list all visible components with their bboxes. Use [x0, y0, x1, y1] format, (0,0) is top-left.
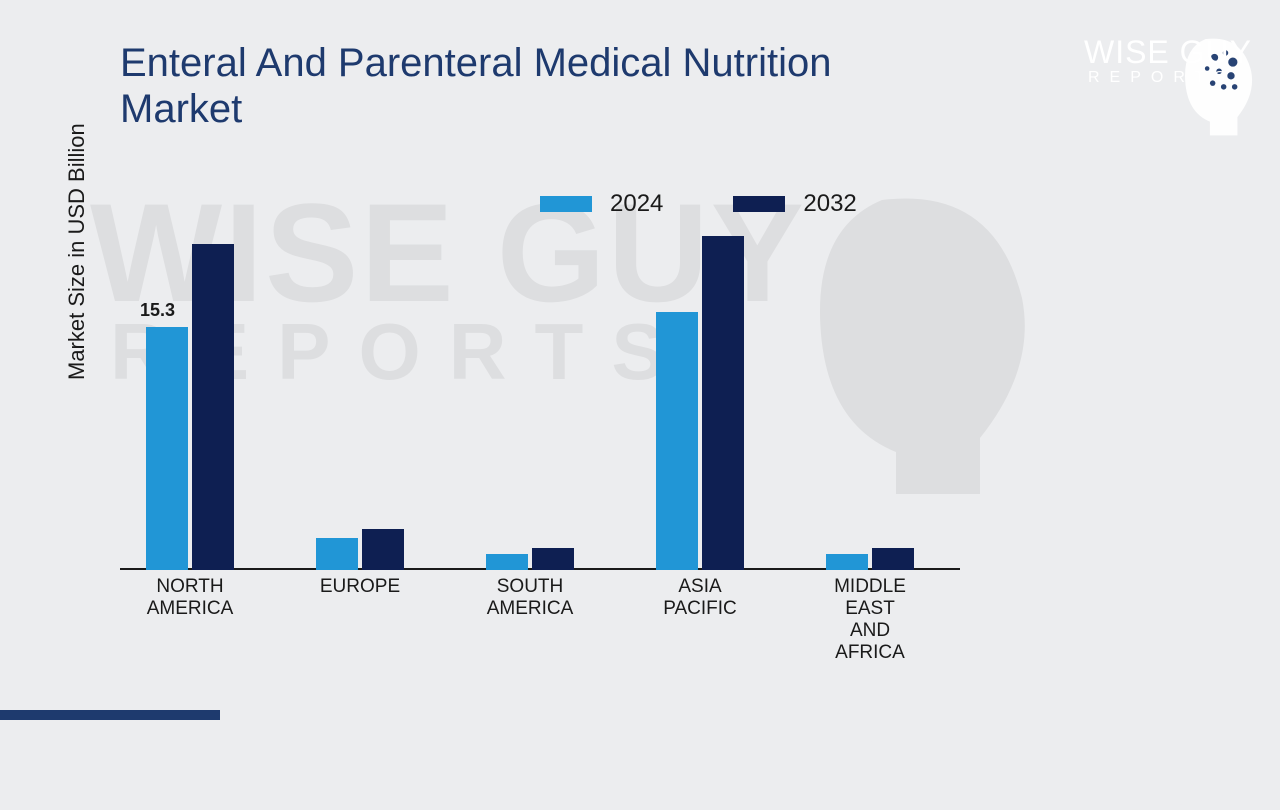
value-label: 15.3	[140, 300, 175, 321]
legend: 2024 2032	[540, 190, 857, 218]
bar-group	[486, 220, 574, 570]
legend-item-2032: 2032	[733, 190, 856, 218]
bar	[872, 548, 914, 570]
x-tick-label: SOUTHAMERICA	[465, 576, 595, 620]
chart-title: Enteral And Parenteral Medical Nutrition…	[120, 40, 840, 132]
legend-label-2032: 2032	[803, 190, 856, 218]
bar	[702, 236, 744, 570]
bar	[362, 529, 404, 570]
bar-group	[656, 220, 744, 570]
y-axis-label: Market Size in USD Billion	[64, 123, 90, 380]
brand-line2: REPORTS	[1084, 69, 1252, 87]
bar	[316, 538, 358, 570]
brand-logo: WISE GUY REPORTS	[1084, 34, 1252, 87]
bar-group	[316, 220, 404, 570]
bar	[532, 548, 574, 570]
bar-group	[146, 220, 234, 570]
legend-swatch-2032	[733, 196, 785, 212]
x-tick-label: EUROPE	[295, 576, 425, 598]
bar-group	[826, 220, 914, 570]
bar	[656, 312, 698, 570]
bar	[146, 327, 188, 570]
x-tick-label: NORTHAMERICA	[125, 576, 255, 620]
bar	[192, 244, 234, 570]
x-tick-label: MIDDLEEASTANDAFRICA	[805, 576, 935, 663]
bar	[826, 554, 868, 570]
footer-accent-bar	[0, 710, 220, 720]
x-axis-labels: NORTHAMERICA EUROPE SOUTHAMERICA ASIAPACIFI…	[120, 576, 960, 686]
x-tick-label: ASIAPACIFIC	[635, 576, 765, 620]
brand-line1: WISE GUY	[1084, 34, 1252, 71]
legend-item-2024: 2024	[540, 190, 663, 218]
bar	[486, 554, 528, 570]
legend-swatch-2024	[540, 196, 592, 212]
chart-plot-area: 15.3	[120, 220, 960, 570]
legend-label-2024: 2024	[610, 190, 663, 218]
